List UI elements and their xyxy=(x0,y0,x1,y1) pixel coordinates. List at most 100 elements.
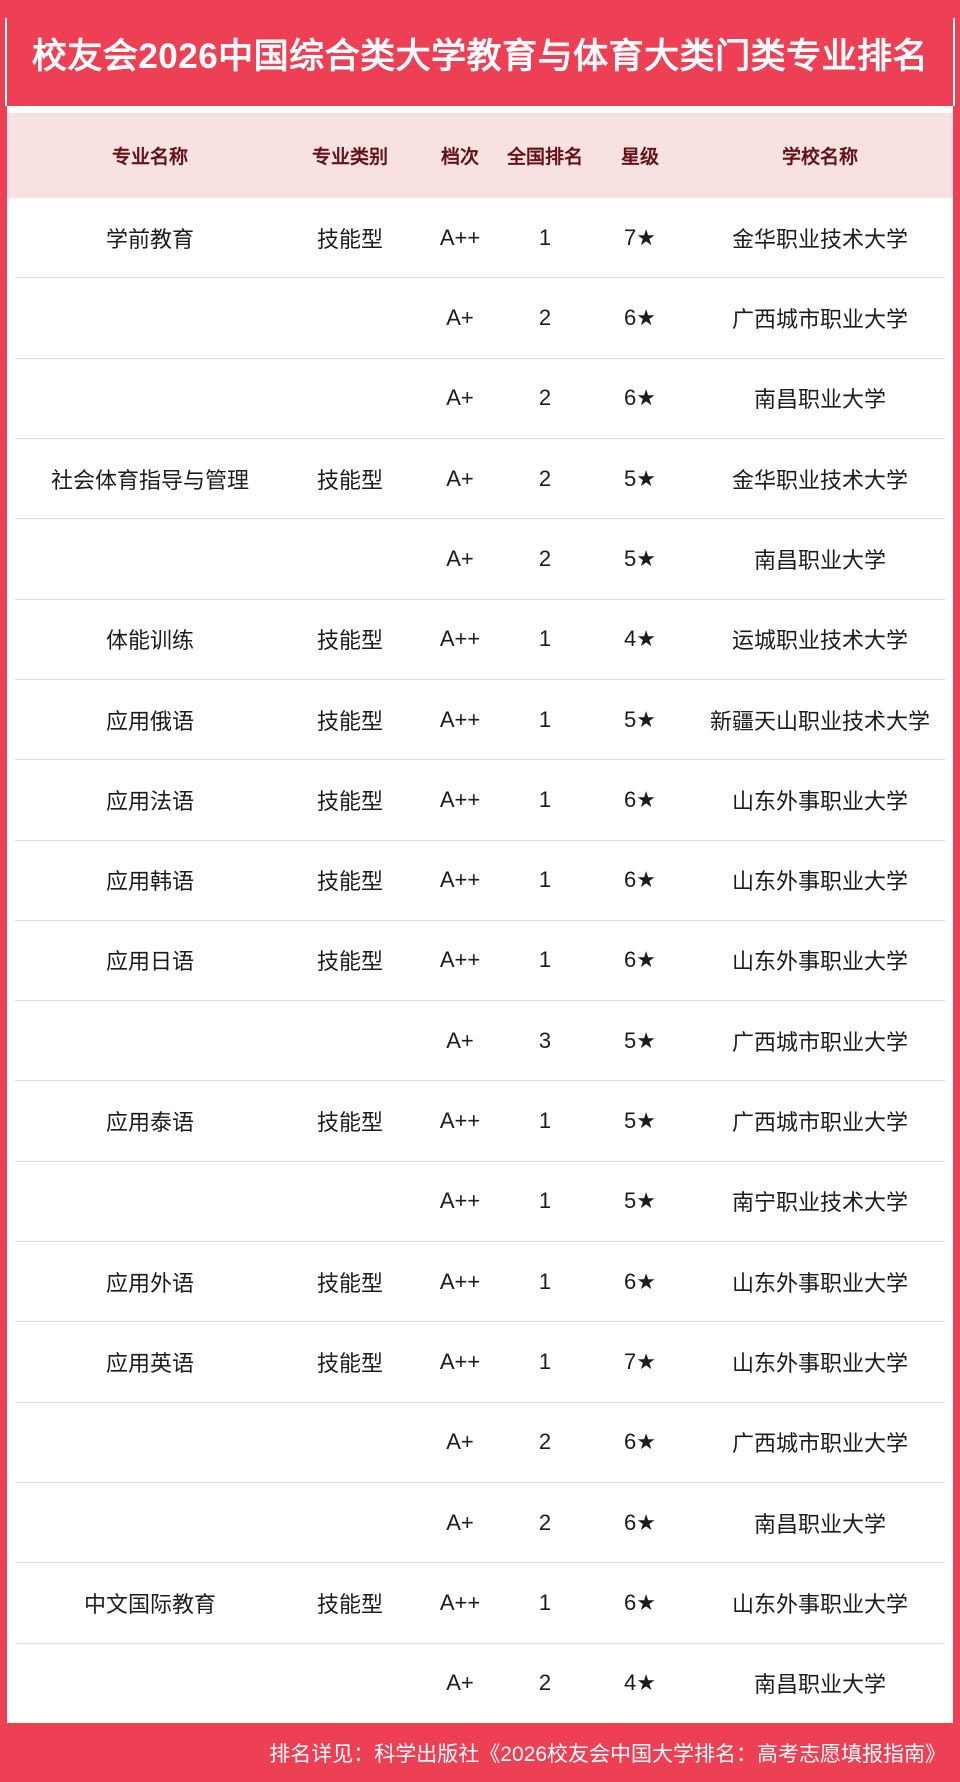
cell-school: 广西城市职业大学 xyxy=(731,306,908,332)
footer-note: 排名详见：科学出版社《2026校友会中国大学排名：高考志愿填报指南》 xyxy=(269,1742,946,1766)
cell-star: 6★ xyxy=(624,867,656,893)
cell-category: 技能型 xyxy=(316,949,383,975)
cell-school: 南昌职业大学 xyxy=(753,387,886,413)
cell-grade: A+ xyxy=(446,1429,474,1455)
table-row: 中文国际教育 技能型 A++ 1 6★ 山东外事职业大学 xyxy=(15,1562,945,1642)
cell-grade: A++ xyxy=(439,1188,481,1214)
cell-star: 5★ xyxy=(624,1108,656,1134)
table-row: 应用泰语 技能型 A++ 1 5★ 广西城市职业大学 xyxy=(15,1080,945,1160)
cell-rank: 2 xyxy=(538,545,552,571)
cell-major: 应用日语 xyxy=(105,949,194,975)
cell-category: 技能型 xyxy=(316,788,383,814)
table-row: A+ 2 5★ 南昌职业大学 xyxy=(15,518,945,598)
cell-major: 应用俄语 xyxy=(105,708,194,734)
table-row: A+ 2 6★ 南昌职业大学 xyxy=(15,1482,945,1562)
table-row: 应用法语 技能型 A++ 1 6★ 山东外事职业大学 xyxy=(15,759,945,839)
cell-major: 学前教育 xyxy=(105,226,194,252)
cell-rank: 2 xyxy=(538,1509,552,1535)
cell-rank: 1 xyxy=(538,1188,552,1214)
cell-grade: A++ xyxy=(439,1268,481,1294)
cell-star: 7★ xyxy=(624,224,656,250)
cell-rank: 1 xyxy=(538,626,552,652)
cell-star: 5★ xyxy=(624,1027,656,1053)
cell-category: 技能型 xyxy=(316,1270,383,1296)
cell-category: 技能型 xyxy=(316,628,383,654)
cell-star: 5★ xyxy=(624,545,656,571)
cell-star: 6★ xyxy=(624,947,656,973)
cell-school: 运城职业技术大学 xyxy=(731,628,908,654)
cell-school: 山东外事职业大学 xyxy=(731,1270,908,1296)
cell-school: 金华职业技术大学 xyxy=(731,226,908,252)
cell-grade: A++ xyxy=(439,947,481,973)
table-row: 体能训练 技能型 A++ 1 4★ 运城职业技术大学 xyxy=(15,598,945,679)
cell-star: 6★ xyxy=(624,1429,656,1455)
cell-school: 山东外事职业大学 xyxy=(731,1591,908,1617)
cell-school: 金华职业技术大学 xyxy=(731,467,908,493)
cell-rank: 1 xyxy=(538,1589,552,1615)
cell-major: 应用泰语 xyxy=(105,1110,194,1136)
table-row: A+ 2 6★ 广西城市职业大学 xyxy=(15,1401,945,1482)
cell-grade: A++ xyxy=(439,626,481,652)
column-header-grade: 档次 xyxy=(440,147,479,168)
cell-grade: A++ xyxy=(439,706,481,732)
cell-school: 南昌职业大学 xyxy=(753,1511,886,1537)
cell-school: 山东外事职业大学 xyxy=(731,788,908,814)
cell-rank: 2 xyxy=(538,1670,552,1696)
cell-school: 广西城市职业大学 xyxy=(731,1110,908,1136)
cell-major: 应用韩语 xyxy=(105,869,194,895)
cell-star: 6★ xyxy=(624,304,656,330)
cell-category: 技能型 xyxy=(316,708,383,734)
cell-rank: 2 xyxy=(538,465,552,491)
column-header-category: 专业类别 xyxy=(311,147,388,168)
table-row: A+ 2 6★ 南昌职业大学 xyxy=(15,357,945,438)
cell-category: 技能型 xyxy=(316,226,383,252)
cell-major: 中文国际教育 xyxy=(83,1591,216,1617)
cell-grade: A++ xyxy=(439,1589,481,1615)
cell-school: 南昌职业大学 xyxy=(753,547,886,573)
table-row: 社会体育指导与管理 技能型 A+ 2 5★ 金华职业技术大学 xyxy=(15,437,945,518)
cell-rank: 3 xyxy=(538,1027,552,1053)
cell-star: 6★ xyxy=(624,1268,656,1294)
cell-grade: A++ xyxy=(439,224,481,250)
cell-school: 南昌职业大学 xyxy=(753,1672,886,1698)
cell-star: 7★ xyxy=(624,1349,656,1375)
cell-rank: 1 xyxy=(538,947,552,973)
cell-school: 山东外事职业大学 xyxy=(731,869,908,895)
table-header-row: 专业名称 专业类别 档次 全国排名 星级 学校名称 xyxy=(7,113,953,198)
column-header-school: 学校名称 xyxy=(781,147,858,168)
table-row: 学前教育 技能型 A++ 1 7★ 金华职业技术大学 xyxy=(15,198,945,277)
cell-grade: A+ xyxy=(446,545,474,571)
cell-rank: 1 xyxy=(538,1108,552,1134)
cell-star: 6★ xyxy=(624,786,656,812)
cell-rank: 1 xyxy=(538,786,552,812)
cell-rank: 1 xyxy=(538,706,552,732)
table-body: 学前教育 技能型 A++ 1 7★ 金华职业技术大学 A+ 2 6★ 广西城市职… xyxy=(7,198,953,1723)
cell-grade: A++ xyxy=(439,1349,481,1375)
page-title: 校友会2026中国综合类大学教育与体育大类门类专业排名 xyxy=(31,36,929,76)
cell-major: 社会体育指导与管理 xyxy=(50,467,249,493)
cell-grade: A+ xyxy=(446,385,474,411)
cell-school: 广西城市职业大学 xyxy=(731,1029,908,1055)
cell-grade: A+ xyxy=(446,1027,474,1053)
column-header-star: 星级 xyxy=(620,147,659,168)
cell-star: 4★ xyxy=(624,1670,656,1696)
cell-star: 5★ xyxy=(624,706,656,732)
table-row: A+ 2 4★ 南昌职业大学 xyxy=(15,1642,945,1723)
cell-rank: 1 xyxy=(538,224,552,250)
cell-major: 应用法语 xyxy=(105,788,194,814)
cell-star: 5★ xyxy=(624,465,656,491)
cell-school: 山东外事职业大学 xyxy=(731,949,908,975)
cell-school: 新疆天山职业技术大学 xyxy=(709,708,930,734)
cell-grade: A+ xyxy=(446,304,474,330)
cell-rank: 2 xyxy=(538,1429,552,1455)
footer-bar: 排名详见：科学出版社《2026校友会中国大学排名：高考志愿填报指南》 xyxy=(0,1723,960,1782)
table-row: 应用英语 技能型 A++ 1 7★ 山东外事职业大学 xyxy=(15,1321,945,1401)
cell-star: 6★ xyxy=(624,1589,656,1615)
table-row: 应用日语 技能型 A++ 1 6★ 山东外事职业大学 xyxy=(15,919,945,1000)
table-row: A+ 3 5★ 广西城市职业大学 xyxy=(15,1000,945,1080)
cell-rank: 2 xyxy=(538,304,552,330)
cell-grade: A++ xyxy=(439,867,481,893)
cell-rank: 1 xyxy=(538,867,552,893)
cell-rank: 1 xyxy=(538,1349,552,1375)
